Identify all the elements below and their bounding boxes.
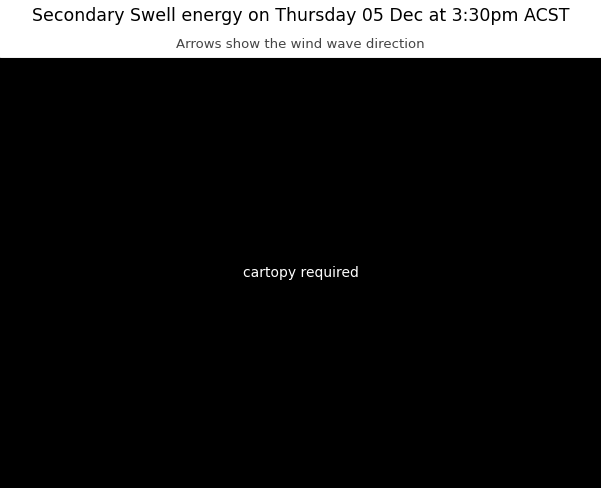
Text: Secondary Swell energy on Thursday 05 Dec at 3:30pm ACST: Secondary Swell energy on Thursday 05 De… [32, 7, 569, 25]
Text: cartopy required: cartopy required [243, 266, 358, 280]
Text: Arrows show the wind wave direction: Arrows show the wind wave direction [176, 39, 425, 51]
